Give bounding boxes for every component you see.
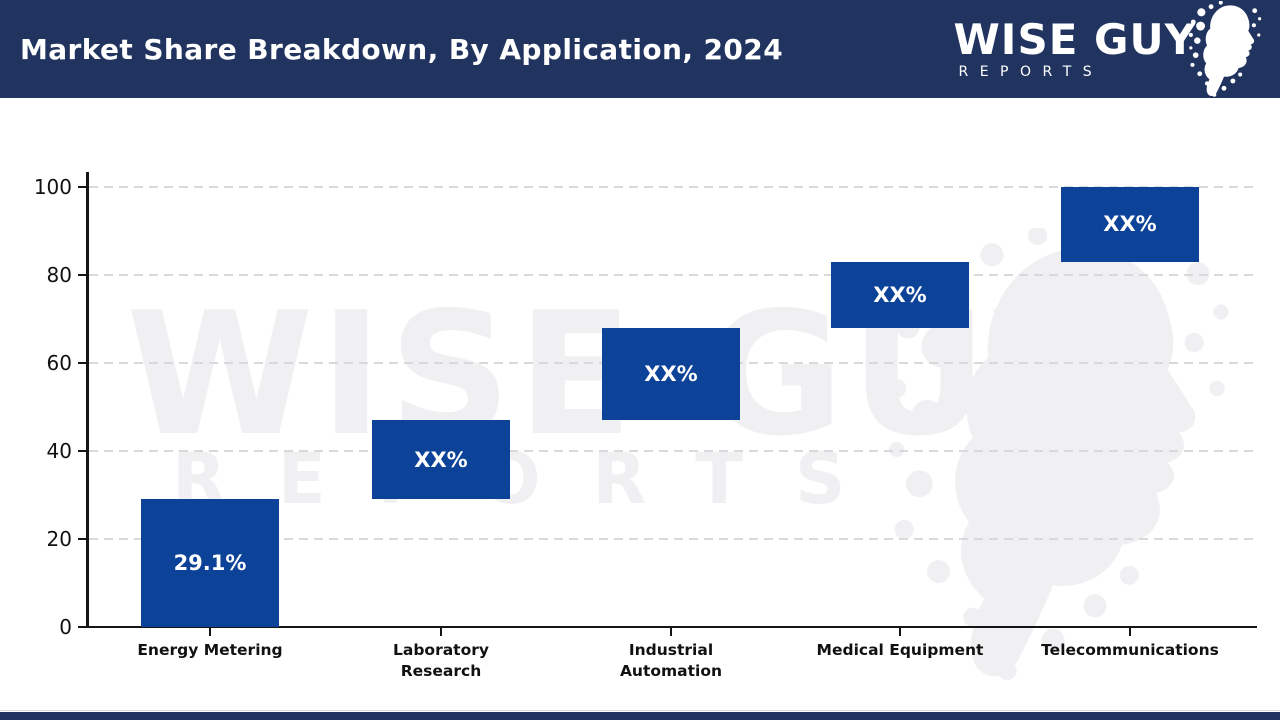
y-tick-label: 80: [46, 263, 72, 287]
y-tick: [78, 450, 86, 452]
footer-band: [0, 712, 1280, 720]
bar-value-label: XX%: [644, 361, 698, 386]
x-tick: [440, 628, 442, 636]
y-axis-line: [86, 172, 89, 628]
x-axis-label: Industrial Automation: [619, 641, 723, 680]
bar: XX%: [602, 327, 740, 421]
y-tick: [78, 362, 86, 364]
x-axis-label: Medical Equipment: [816, 641, 984, 659]
bar: 29.1%: [141, 498, 279, 627]
logo-text: WISE GUY REPORTS: [953, 15, 1196, 80]
bar: XX%: [831, 261, 969, 328]
gridline: [89, 450, 1256, 452]
x-tick: [1129, 628, 1131, 636]
y-tick: [78, 538, 86, 540]
footer-divider: [0, 710, 1280, 711]
y-tick-label: 100: [33, 175, 72, 199]
x-tick: [670, 628, 672, 636]
bar-value-label: XX%: [873, 282, 927, 307]
bar: XX%: [1061, 187, 1199, 262]
x-axis-label: Energy Metering: [137, 641, 283, 659]
y-tick-label: 0: [59, 615, 72, 639]
wise-guy-logo: WISE GUY REPORTS: [953, 0, 1280, 98]
bar-value-label: 29.1%: [173, 550, 247, 575]
bar-value-label: XX%: [1103, 212, 1157, 237]
bar: XX%: [372, 420, 510, 499]
x-axis-label: Telecommunications: [1041, 641, 1219, 659]
gridline: [89, 538, 1256, 540]
page-title: Market Share Breakdown, By Application, …: [20, 32, 784, 66]
header-band: Market Share Breakdown, By Application, …: [0, 0, 1280, 98]
gridline: [89, 274, 1256, 276]
x-axis-label: Laboratory Research: [393, 641, 489, 680]
y-tick-label: 40: [46, 439, 72, 463]
x-tick: [899, 628, 901, 636]
y-tick: [78, 186, 86, 188]
x-tick: [209, 628, 211, 636]
logo-wordmark: WISE GUY: [953, 15, 1196, 64]
gridline: [89, 186, 1256, 188]
y-tick: [78, 626, 86, 628]
y-tick: [78, 274, 86, 276]
logo-subtitle: REPORTS: [958, 64, 1104, 80]
bar-value-label: XX%: [414, 447, 468, 472]
y-tick-label: 60: [46, 351, 72, 375]
x-axis-line: [86, 625, 1257, 628]
y-tick-label: 20: [46, 527, 72, 551]
